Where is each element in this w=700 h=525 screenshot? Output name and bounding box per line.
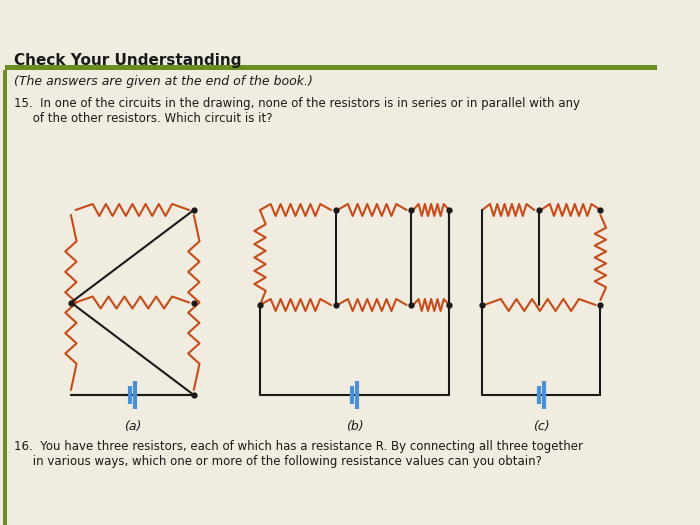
Text: (c): (c) [533, 420, 550, 433]
Text: (b): (b) [346, 420, 363, 433]
Text: 16.  You have three resistors, each of which has a resistance R. By connecting a: 16. You have three resistors, each of wh… [14, 440, 583, 468]
Text: (The answers are given at the end of the book.): (The answers are given at the end of the… [14, 75, 313, 88]
Text: Check Your Understanding: Check Your Understanding [14, 53, 241, 68]
Text: 15.  In one of the circuits in the drawing, none of the resistors is in series o: 15. In one of the circuits in the drawin… [14, 97, 580, 125]
FancyBboxPatch shape [5, 65, 657, 70]
Text: (a): (a) [124, 420, 141, 433]
FancyBboxPatch shape [3, 70, 6, 525]
